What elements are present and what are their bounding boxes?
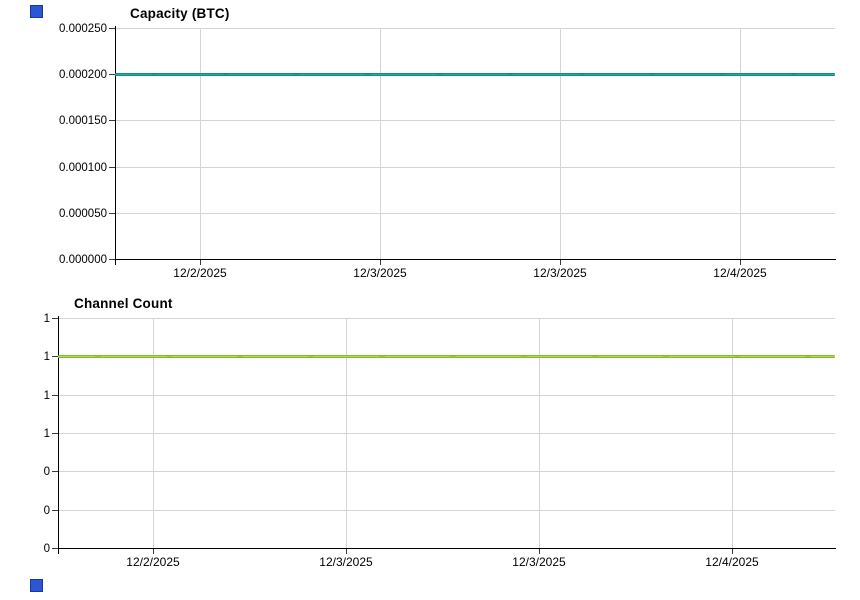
x-tick-mark [740,259,741,265]
x-tick-mark [732,548,733,554]
series-point-markers [115,73,835,75]
y-tick-mark [52,510,58,511]
y-tick-label: 0 [43,465,50,478]
y-tick-mark [52,395,58,396]
x-gridline [732,318,733,548]
y-tick-label: 0 [43,504,50,517]
y-gridline [58,471,835,472]
y-gridline [115,213,835,214]
y-tick-mark [109,213,115,214]
x-tick-label: 12/4/2025 [705,555,759,569]
y-tick-label: 0.000100 [59,161,107,174]
y-tick-mark [52,356,58,357]
x-axis-line [115,259,836,260]
y-tick-mark [52,471,58,472]
y-axis-line [58,316,59,554]
x-tick-mark [380,259,381,265]
x-gridline [200,28,201,259]
x-tick-label: 12/2/2025 [173,266,227,280]
y-tick-label: 1 [43,350,50,363]
x-tick-mark [346,548,347,554]
x-tick-mark [200,259,201,265]
y-tick-mark [109,259,115,260]
y-tick-label: 1 [43,312,50,325]
y-gridline [58,395,835,396]
x-tick-label: 12/4/2025 [713,266,767,280]
y-tick-mark [52,433,58,434]
y-tick-mark [52,548,58,549]
y-gridline [58,433,835,434]
y-tick-label: 0.000150 [59,114,107,127]
y-tick-mark [109,167,115,168]
y-gridline [115,28,835,29]
y-gridline [115,167,835,168]
series-line-channel-count [58,354,835,358]
y-gridline [58,318,835,319]
y-tick-label: 0.000050 [59,207,107,220]
capacity-chart-title: Capacity (BTC) [130,6,230,21]
y-tick-mark [52,318,58,319]
channel-count-chart-title: Channel Count [74,296,173,311]
x-gridline [560,28,561,259]
y-tick-label: 0.000250 [59,22,107,35]
x-tick-mark [153,548,154,554]
y-tick-mark [109,28,115,29]
y-tick-label: 0.000000 [59,253,107,266]
y-tick-label: 1 [43,389,50,402]
x-tick-label: 12/3/2025 [533,266,587,280]
x-tick-label: 12/3/2025 [319,555,373,569]
x-tick-label: 12/2/2025 [126,555,180,569]
series-point-markers [58,355,835,357]
x-gridline [539,318,540,548]
y-gridline [115,120,835,121]
y-tick-mark [109,120,115,121]
y-tick-mark [109,74,115,75]
y-gridline [58,510,835,511]
series-line-capacity [115,72,835,76]
y-tick-label: 1 [43,427,50,440]
x-tick-label: 12/3/2025 [353,266,407,280]
x-gridline [153,318,154,548]
y-tick-label: 0 [43,542,50,555]
x-tick-mark [539,548,540,554]
x-gridline [740,28,741,259]
y-axis-line [115,26,116,265]
x-tick-label: 12/3/2025 [512,555,566,569]
x-gridline [380,28,381,259]
y-tick-label: 0.000200 [59,68,107,81]
x-axis-line [58,548,836,549]
x-gridline [346,318,347,548]
selection-handle-top[interactable] [30,5,43,18]
selection-handle-bottom[interactable] [30,579,43,592]
x-tick-mark [560,259,561,265]
